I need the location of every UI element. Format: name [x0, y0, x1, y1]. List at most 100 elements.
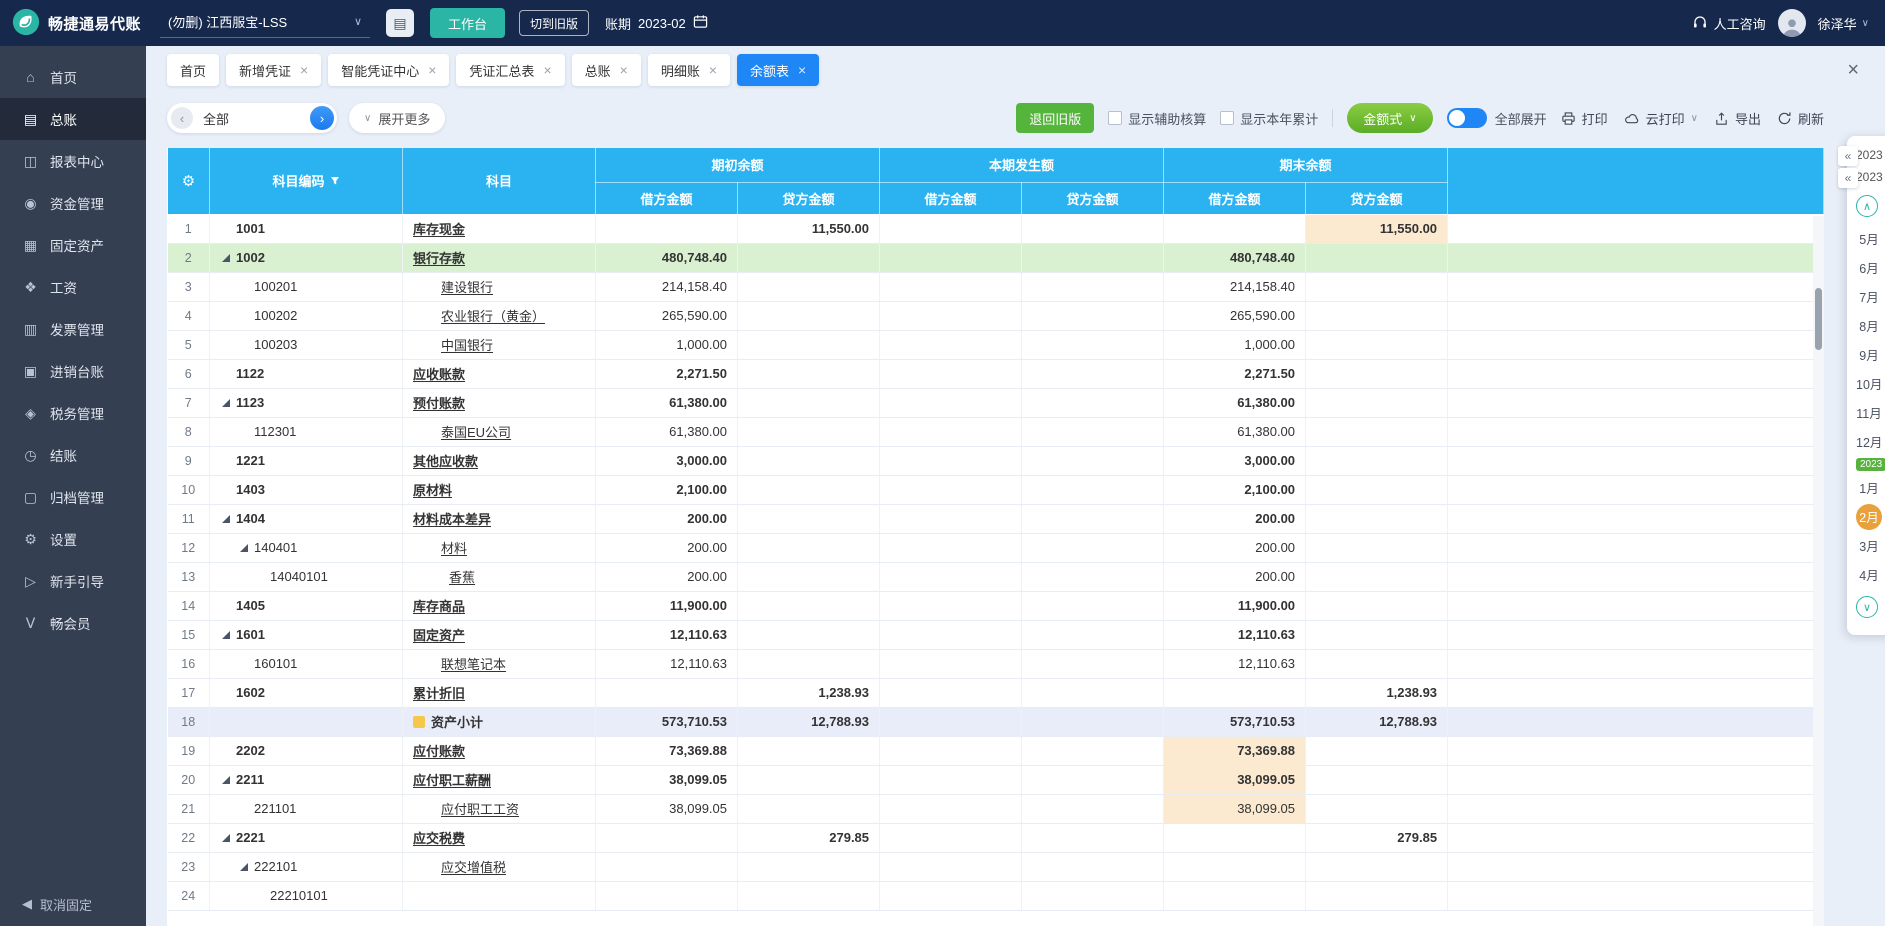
scroll-up-button[interactable]: ∧ [1856, 195, 1878, 217]
table-row[interactable]: 13 14040101 香蕉 200.00 200.00 [167, 562, 1824, 592]
switch-old-version-button[interactable]: 切到旧版 [519, 10, 590, 36]
tree-expand-icon[interactable] [222, 399, 230, 407]
checkbox-显示本年累计[interactable]: 显示本年累计 [1220, 109, 1318, 128]
collapse-panel-icon[interactable]: « [1838, 146, 1858, 166]
year-item[interactable]: 2023 [1856, 148, 1883, 162]
toggle-switch[interactable] [1446, 108, 1487, 128]
user-menu[interactable]: 徐泽华 ∨ [1818, 14, 1869, 33]
checkbox-box[interactable] [1108, 111, 1123, 125]
avatar[interactable] [1777, 9, 1806, 37]
sidebar-item-归档管理[interactable]: ▢ 归档管理 [0, 476, 146, 518]
tree-expand-icon[interactable] [240, 863, 248, 871]
account-name-link[interactable]: 农业银行（黄金） [441, 309, 546, 324]
sidebar-item-进销台账[interactable]: ▣ 进销台账 [0, 350, 146, 392]
table-row[interactable]: 21 221101 应付职工工资 38,099.05 38,099.05 [167, 794, 1824, 824]
gear-icon[interactable]: ⚙ [181, 172, 196, 190]
table-row[interactable]: 14 1405 库存商品 11,900.00 11,900.00 [167, 591, 1824, 621]
accounting-period-picker[interactable]: 账期 2023-02 [605, 14, 708, 33]
table-row[interactable]: 20 2211 应付职工薪酬 38,099.05 38,099.05 [167, 765, 1824, 795]
sidebar-item-结账[interactable]: ◷ 结账 [0, 434, 146, 476]
workbench-button[interactable]: 工作台 [430, 8, 506, 38]
刷新-button[interactable]: 刷新 [1777, 109, 1824, 128]
account-name-link[interactable]: 累计折旧 [413, 686, 466, 701]
account-name-link[interactable]: 材料成本差异 [413, 512, 492, 527]
table-row[interactable]: 10 1403 原材料 2,100.00 2,100.00 [167, 475, 1824, 505]
account-name-link[interactable]: 应交税费 [413, 831, 466, 846]
table-row[interactable]: 24 22210101 [167, 881, 1824, 911]
tab-明细账[interactable]: 明细账 × [647, 54, 731, 86]
close-tab-icon[interactable]: × [300, 62, 309, 78]
close-tab-icon[interactable]: × [798, 62, 807, 78]
unpin-sidebar-button[interactable]: ◀ 取消固定 [0, 882, 146, 926]
account-name-link[interactable]: 应交增值税 [441, 860, 507, 875]
table-row[interactable]: 5 100203 中国银行 1,000.00 1,000.00 [167, 330, 1824, 360]
account-name-link[interactable]: 固定资产 [413, 628, 466, 643]
scroll-down-button[interactable]: ∨ [1856, 596, 1878, 618]
vertical-scrollbar[interactable] [1813, 216, 1824, 926]
chevron-right-icon[interactable]: › [310, 106, 334, 130]
table-row[interactable]: 4 100202 农业银行（黄金） 265,590.00 265,590.00 [167, 301, 1824, 331]
sidebar-item-首页[interactable]: ⌂ 首页 [0, 56, 146, 98]
account-name-link[interactable]: 其他应收款 [413, 454, 479, 469]
导出-button[interactable]: 导出 [1714, 109, 1761, 128]
account-name-link[interactable]: 预付账款 [413, 396, 466, 411]
month-item-3月[interactable]: 3月 [1856, 531, 1885, 560]
month-item-11月[interactable]: 11月 [1856, 398, 1885, 427]
tree-expand-icon[interactable] [222, 834, 230, 842]
account-name-link[interactable]: 香蕉 [449, 570, 476, 585]
account-name-link[interactable]: 建设银行 [441, 280, 494, 295]
sidebar-item-设置[interactable]: ⚙ 设置 [0, 518, 146, 560]
account-name-link[interactable]: 库存商品 [413, 599, 466, 614]
打印-button[interactable]: 打印 [1561, 109, 1608, 128]
table-row[interactable]: 22 2221 应交税费 279.85 279.85 [167, 823, 1824, 853]
tab-凭证汇总表[interactable]: 凭证汇总表 × [456, 54, 565, 86]
table-row[interactable]: 18 资产小计 573,710.53 12,788.93 573,710.53 12,78… [167, 707, 1824, 737]
month-item-6月[interactable]: 6月 [1856, 253, 1885, 282]
sidebar-item-税务管理[interactable]: ◈ 税务管理 [0, 392, 146, 434]
table-row[interactable]: 17 1602 累计折旧 1,238.93 1,238.93 [167, 678, 1824, 708]
close-tab-icon[interactable]: × [708, 62, 718, 78]
year-item[interactable]: 2023 [1856, 170, 1883, 184]
vertical-scrollbar-thumb[interactable] [1815, 288, 1822, 350]
close-tab-icon[interactable]: × [619, 62, 628, 78]
month-item-12月[interactable]: 12月 [1856, 427, 1885, 456]
table-row[interactable]: 11 1404 材料成本差异 200.00 200.00 [167, 504, 1824, 534]
account-name-link[interactable]: 原材料 [413, 483, 453, 498]
account-name-link[interactable]: 应付职工薪酬 [413, 773, 492, 788]
table-row[interactable]: 1 1001 库存现金 11,550.00 11,550.00 [167, 214, 1824, 244]
sidebar-item-报表中心[interactable]: ◫ 报表中心 [0, 140, 146, 182]
tab-余额表[interactable]: 余额表 × [737, 54, 820, 86]
sidebar-item-新手引导[interactable]: ▷ 新手引导 [0, 560, 146, 602]
company-selector[interactable]: (勿删) 江西服宝-LSS ∨ [160, 8, 370, 38]
sidebar-item-工资[interactable]: ❖ 工资 [0, 266, 146, 308]
sidebar-item-畅会员[interactable]: Ⅴ 畅会员 [0, 602, 146, 644]
table-row[interactable]: 15 1601 固定资产 12,110.63 12,110.63 [167, 620, 1824, 650]
tab-智能凭证中心[interactable]: 智能凭证中心 × [328, 54, 450, 86]
chevron-left-icon[interactable]: ‹ [171, 107, 193, 129]
account-name-link[interactable]: 泰国EU公司 [441, 425, 512, 440]
month-item-5月[interactable]: 5月 [1856, 224, 1885, 253]
month-item-9月[interactable]: 9月 [1856, 340, 1885, 369]
support-button[interactable]: 人工咨询 [1692, 14, 1766, 33]
checkbox-显示辅助核算[interactable]: 显示辅助核算 [1108, 109, 1206, 128]
table-row[interactable]: 16 160101 联想笔记本 12,110.63 12,110.63 [167, 649, 1824, 679]
close-tab-icon[interactable]: × [543, 62, 552, 78]
month-item-1月[interactable]: 1月 [1856, 473, 1885, 502]
sidebar-item-总账[interactable]: ▤ 总账 [0, 98, 146, 140]
sidebar-item-发票管理[interactable]: ▥ 发票管理 [0, 308, 146, 350]
table-row[interactable]: 19 2202 应付账款 73,369.88 73,369.88 [167, 736, 1824, 766]
close-all-tabs-button[interactable]: × [1847, 58, 1859, 81]
account-name-link[interactable]: 材料 [441, 541, 468, 556]
tab-总账[interactable]: 总账 × [571, 54, 641, 86]
account-name-link[interactable]: 库存现金 [413, 222, 466, 237]
account-name-link[interactable]: 联想笔记本 [441, 657, 507, 672]
month-item-8月[interactable]: 8月 [1856, 311, 1885, 340]
table-row[interactable]: 7 1123 预付账款 61,380.00 61,380.00 [167, 388, 1824, 418]
table-row[interactable]: 12 140401 材料 200.00 200.00 [167, 533, 1824, 563]
account-scope-selector[interactable]: ‹ 全部 › [167, 103, 337, 133]
amount-style-dropdown[interactable]: 金额式 ∨ [1347, 103, 1433, 133]
tree-expand-icon[interactable] [222, 776, 230, 784]
account-name-link[interactable]: 中国银行 [441, 338, 494, 353]
table-row[interactable]: 9 1221 其他应收款 3,000.00 3,000.00 [167, 446, 1824, 476]
tree-expand-icon[interactable] [222, 254, 230, 262]
